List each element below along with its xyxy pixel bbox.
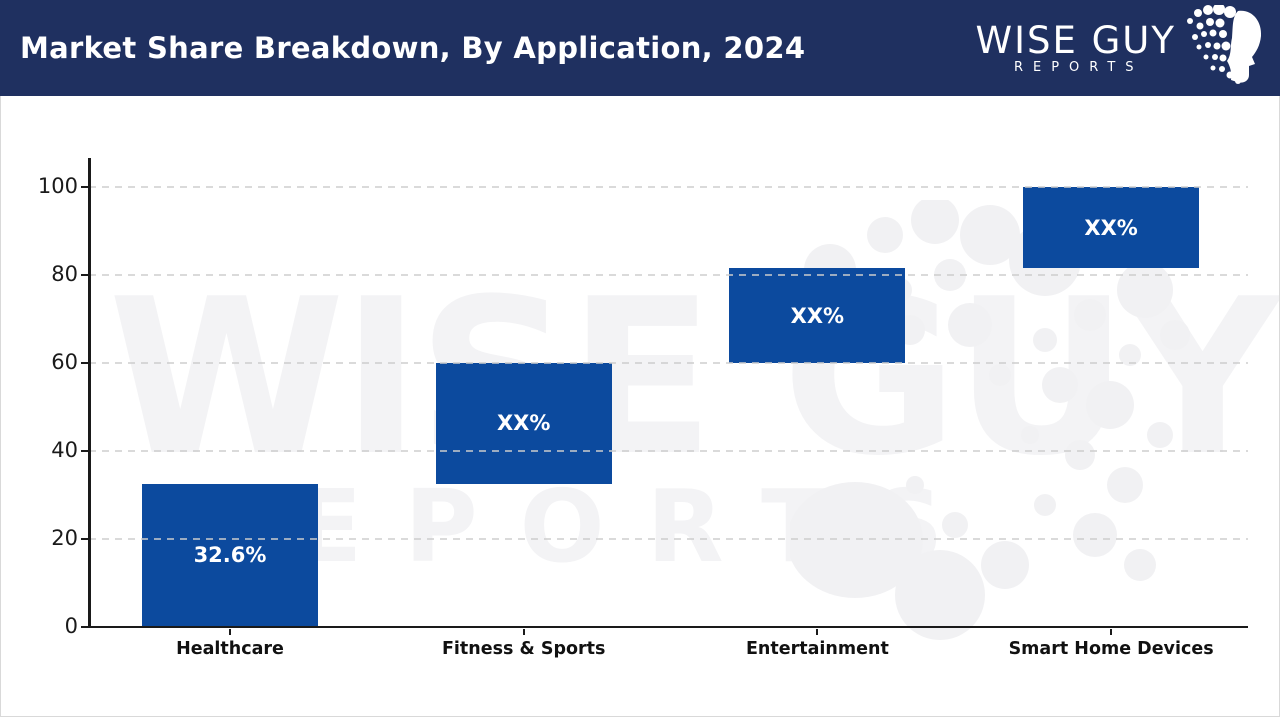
bar-value-label: XX%: [1084, 215, 1138, 240]
x-axis-spine: [87, 625, 1248, 628]
bar-entertainment: XX%: [729, 268, 906, 363]
y-tick-label-100: 100: [37, 174, 78, 198]
bar-value-label: XX%: [496, 411, 551, 436]
y-tick-mark-40: [81, 450, 88, 452]
gridline-60: [89, 362, 1248, 364]
x-tick-mark: [522, 629, 525, 635]
brand-head-icon: [1187, 5, 1262, 84]
y-tick-label-20: 20: [51, 526, 78, 550]
y-tick-label-60: 60: [51, 350, 78, 374]
bar-value-label: 32.6%: [193, 543, 267, 568]
brand-logo-text: WISE GUY REPORTS: [976, 22, 1176, 74]
bar-smart-home-devices: XX%: [1023, 187, 1200, 269]
x-category-label: Fitness & Sports: [441, 639, 606, 659]
y-tick-mark-60: [81, 362, 88, 364]
x-tick-mark: [1110, 629, 1113, 635]
gridline-80: [89, 274, 1248, 276]
brand-name: WISE GUY: [975, 19, 1176, 62]
gridline-40: [89, 450, 1248, 452]
x-tick-mark: [229, 629, 231, 635]
gridline-20: [89, 538, 1248, 540]
x-tick-mark: [816, 629, 819, 635]
y-tick-label-0: 0: [64, 614, 78, 638]
y-tick-mark-20: [81, 538, 88, 540]
x-category-label: Smart Home Devices: [1008, 639, 1214, 659]
y-tick-mark-100: [81, 186, 88, 188]
bar-fitness-sports: XX%: [435, 363, 612, 484]
bar-healthcare: 32.6%: [142, 483, 318, 627]
bar-value-label: XX%: [790, 303, 845, 328]
y-axis-spine: [88, 158, 91, 628]
x-category-label: Healthcare: [176, 639, 284, 659]
y-tick-mark-80: [81, 274, 88, 276]
y-tick-label-40: 40: [51, 438, 78, 462]
y-tick-label-80: 80: [51, 262, 78, 286]
brand-logo: WISE GUY REPORTS: [976, 5, 1266, 91]
brand-subtitle: REPORTS: [1013, 60, 1144, 75]
page-title: Market Share Breakdown, By Application, …: [20, 31, 806, 65]
x-category-label: Entertainment: [745, 639, 889, 659]
y-tick-mark-0: [81, 626, 88, 628]
gridline-100: [89, 186, 1248, 188]
header-bar: Market Share Breakdown, By Application, …: [0, 0, 1280, 96]
